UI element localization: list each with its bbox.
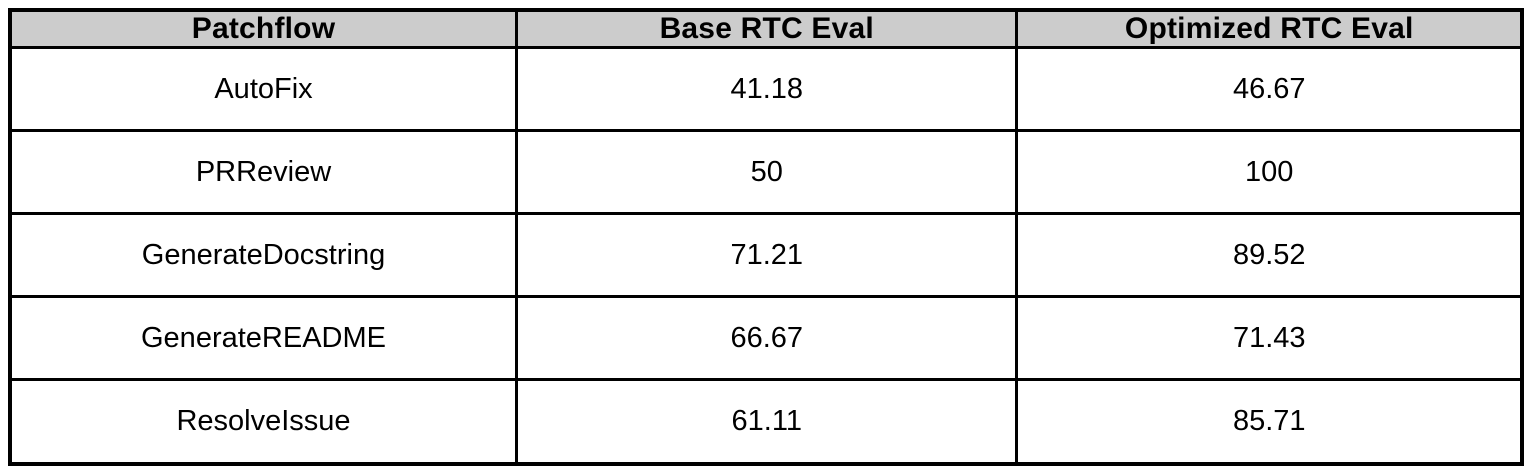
cell-base-rtc-eval: 71.21 <box>515 212 1019 299</box>
cell-patchflow-name: PRReview <box>8 129 519 216</box>
cell-optimized-rtc-eval: 71.43 <box>1015 295 1524 382</box>
cell-optimized-rtc-eval: 46.67 <box>1015 45 1524 133</box>
header-cell-patchflow: Patchflow <box>8 8 519 49</box>
cell-optimized-rtc-eval: 85.71 <box>1015 378 1524 466</box>
rtc-eval-table: Patchflow Base RTC Eval Optimized RTC Ev… <box>8 8 1524 466</box>
cell-patchflow-name: ResolveIssue <box>8 378 519 466</box>
cell-base-rtc-eval: 66.67 <box>515 295 1019 382</box>
cell-base-rtc-eval: 50 <box>515 129 1019 216</box>
cell-base-rtc-eval: 41.18 <box>515 45 1019 133</box>
table-row: AutoFix 41.18 46.67 <box>8 45 1524 133</box>
cell-patchflow-name: GenerateREADME <box>8 295 519 382</box>
table-row: PRReview 50 100 <box>8 129 1524 216</box>
cell-patchflow-name: AutoFix <box>8 45 519 133</box>
table-row: GenerateREADME 66.67 71.43 <box>8 295 1524 382</box>
header-row: Patchflow Base RTC Eval Optimized RTC Ev… <box>8 8 1524 49</box>
cell-optimized-rtc-eval: 89.52 <box>1015 212 1524 299</box>
cell-base-rtc-eval: 61.11 <box>515 378 1019 466</box>
header-cell-optimized-rtc-eval: Optimized RTC Eval <box>1015 8 1524 49</box>
cell-patchflow-name: GenerateDocstring <box>8 212 519 299</box>
table-row: GenerateDocstring 71.21 89.52 <box>8 212 1524 299</box>
header-cell-base-rtc-eval: Base RTC Eval <box>515 8 1019 49</box>
table-row: ResolveIssue 61.11 85.71 <box>8 378 1524 466</box>
cell-optimized-rtc-eval: 100 <box>1015 129 1524 216</box>
